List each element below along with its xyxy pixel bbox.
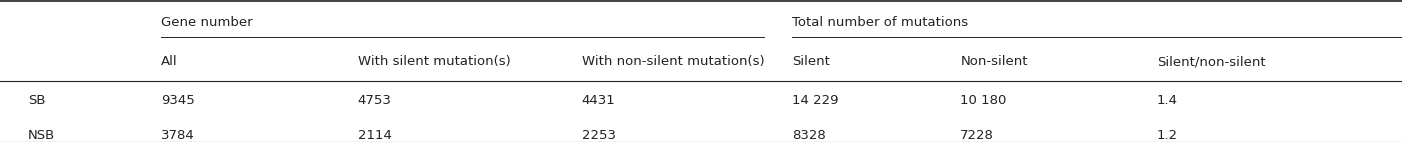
Text: 3784: 3784 [161, 129, 195, 142]
Text: 1.2: 1.2 [1157, 129, 1178, 142]
Text: 10 180: 10 180 [960, 94, 1007, 107]
Text: 2114: 2114 [358, 129, 391, 142]
Text: 9345: 9345 [161, 94, 195, 107]
Text: Silent/non-silent: Silent/non-silent [1157, 55, 1265, 68]
Text: With non-silent mutation(s): With non-silent mutation(s) [582, 55, 764, 68]
Text: 4753: 4753 [358, 94, 391, 107]
Text: Silent: Silent [792, 55, 830, 68]
Text: 1.4: 1.4 [1157, 94, 1178, 107]
Text: Total number of mutations: Total number of mutations [792, 16, 969, 29]
Text: 2253: 2253 [582, 129, 615, 142]
Text: All: All [161, 55, 178, 68]
Text: 4431: 4431 [582, 94, 615, 107]
Text: SB: SB [28, 94, 45, 107]
Text: With silent mutation(s): With silent mutation(s) [358, 55, 510, 68]
Text: 14 229: 14 229 [792, 94, 838, 107]
Text: Gene number: Gene number [161, 16, 252, 29]
Text: Non-silent: Non-silent [960, 55, 1028, 68]
Text: NSB: NSB [28, 129, 55, 142]
Text: 7228: 7228 [960, 129, 994, 142]
Text: 8328: 8328 [792, 129, 826, 142]
